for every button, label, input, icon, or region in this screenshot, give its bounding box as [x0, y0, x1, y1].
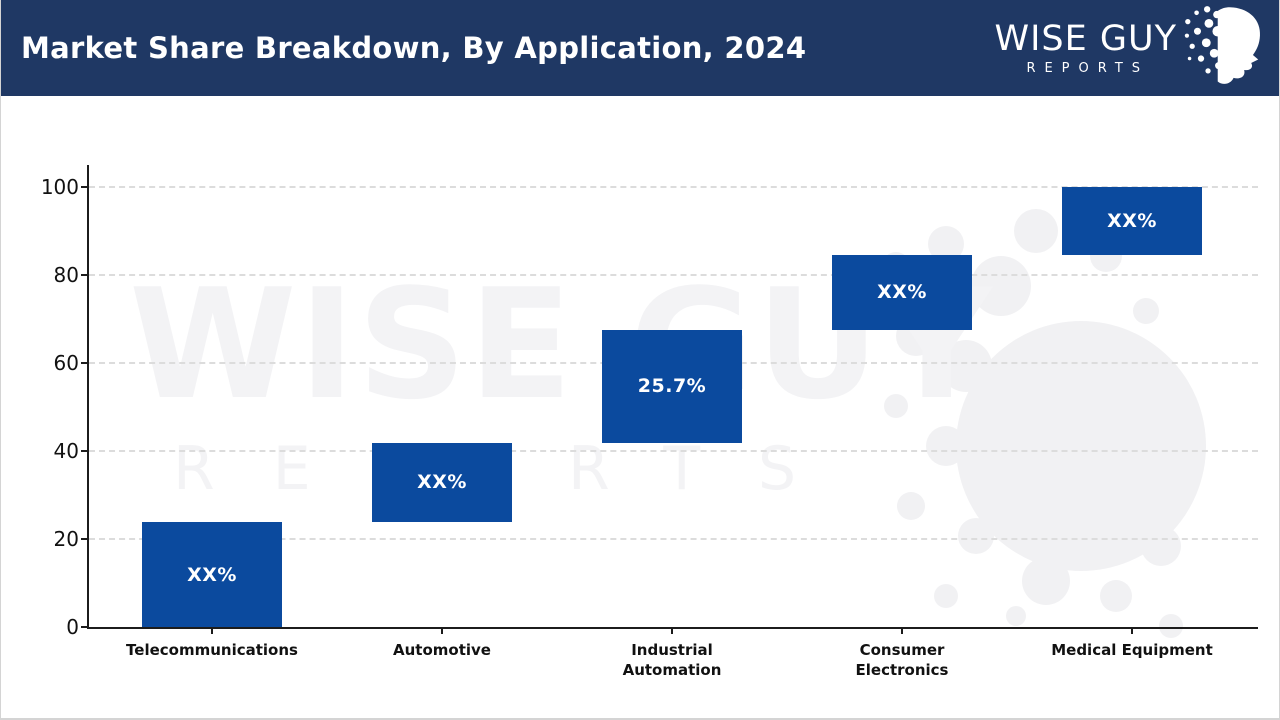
x-tick-mark	[901, 627, 903, 634]
watermark-dots-face-icon	[882, 209, 1206, 638]
chart-area: WISE GUY REPORTS 0 20 40 60 80 100 XX% Telecomm…	[1, 96, 1279, 718]
y-tick-mark	[81, 626, 89, 628]
x-axis-label: Consumer Electronics	[855, 641, 949, 679]
bar-telecommunications: XX%	[142, 522, 282, 627]
bar-value-label: XX%	[1107, 210, 1157, 233]
x-tick-mark	[211, 627, 213, 634]
y-tick-label: 100	[40, 175, 79, 199]
y-tick-mark	[81, 362, 89, 364]
bar-industrial-automation: 25.7%	[602, 329, 742, 443]
y-tick-mark	[81, 450, 89, 452]
app-header: Market Share Breakdown, By Application, …	[1, 0, 1279, 96]
x-axis-label: Medical Equipment	[1051, 641, 1213, 659]
x-tick-mark	[1131, 627, 1133, 634]
bar-automotive: XX%	[372, 442, 512, 523]
y-axis	[87, 165, 89, 629]
y-tick-label: 0	[66, 615, 79, 639]
gridline-80	[89, 274, 1258, 276]
watermark-text-line2: REPORTS	[173, 434, 855, 504]
x-axis-label: Industrial Automation	[622, 641, 722, 679]
gridline-100	[89, 186, 1258, 188]
logo-wordmark: WISE GUY REPORTS	[994, 18, 1177, 76]
logo-line1: WISE GUY	[994, 18, 1177, 59]
x-axis	[87, 627, 1258, 629]
bar-medical-equipment: XX%	[1062, 187, 1202, 256]
x-axis-label: Automotive	[393, 641, 491, 659]
x-tick-mark	[671, 627, 673, 634]
bar-value-label: 25.7%	[637, 375, 707, 398]
page-title: Market Share Breakdown, By Application, …	[21, 31, 807, 65]
y-tick-mark	[81, 186, 89, 188]
x-axis-label: Telecommunications	[126, 641, 298, 659]
bar-value-label: XX%	[417, 471, 467, 494]
y-tick-label: 60	[53, 351, 79, 375]
y-tick-label: 20	[53, 527, 79, 551]
gridline-40	[89, 450, 1258, 452]
y-tick-mark	[81, 274, 89, 276]
bar-value-label: XX%	[877, 281, 927, 304]
y-tick-label: 40	[53, 439, 79, 463]
y-tick-mark	[81, 538, 89, 540]
logo-face-icon	[1184, 6, 1261, 84]
bar-consumer-electronics: XX%	[832, 255, 972, 330]
gridline-20	[89, 538, 1258, 540]
y-tick-label: 80	[53, 263, 79, 287]
bar-value-label: XX%	[187, 563, 237, 586]
logo-line2: REPORTS	[1026, 60, 1150, 76]
wise-guy-logo: WISE GUY REPORTS	[994, 3, 1267, 93]
x-tick-mark	[441, 627, 443, 634]
